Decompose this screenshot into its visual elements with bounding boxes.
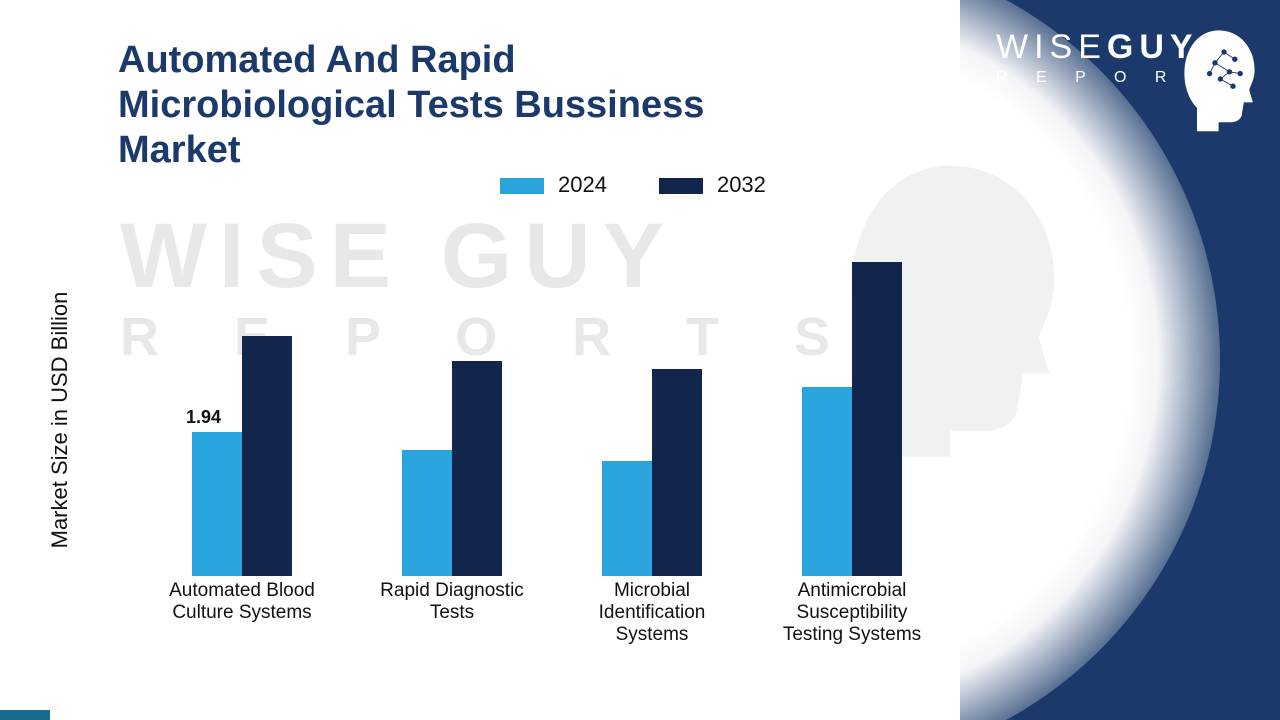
bar bbox=[192, 432, 242, 576]
bar bbox=[652, 369, 702, 576]
brand-logo: WISEGUY R E P O R T S bbox=[996, 28, 1256, 138]
bar bbox=[602, 461, 652, 576]
x-axis-category-label: Antimicrobial Susceptibility Testing Sys… bbox=[767, 580, 937, 646]
brand-logo-word1: WISE bbox=[996, 28, 1107, 66]
bar-group bbox=[582, 369, 722, 576]
chart-area: Market Size in USD Billion 1.94 Automate… bbox=[60, 170, 980, 690]
bar-group bbox=[172, 336, 312, 577]
bar bbox=[242, 336, 292, 577]
bar-group bbox=[782, 262, 922, 577]
bar bbox=[852, 262, 902, 577]
bottom-accent-bar bbox=[0, 710, 50, 720]
y-axis-label: Market Size in USD Billion bbox=[47, 292, 73, 549]
bar bbox=[802, 387, 852, 576]
x-axis-category-label: Automated Blood Culture Systems bbox=[157, 580, 327, 624]
bar bbox=[452, 361, 502, 576]
chart-plot: 1.94 bbox=[142, 206, 962, 576]
x-axis-labels: Automated Blood Culture Systems Rapid Dia… bbox=[142, 580, 962, 690]
brand-head-icon bbox=[1170, 24, 1260, 134]
chart-title: Automated And Rapid Microbiological Test… bbox=[118, 38, 758, 172]
bar-value-label: 1.94 bbox=[186, 407, 221, 428]
x-axis-category-label: Microbial Identification Systems bbox=[567, 580, 737, 646]
bar bbox=[402, 450, 452, 576]
x-axis-category-label: Rapid Diagnostic Tests bbox=[367, 580, 537, 624]
bar-group bbox=[382, 361, 522, 576]
